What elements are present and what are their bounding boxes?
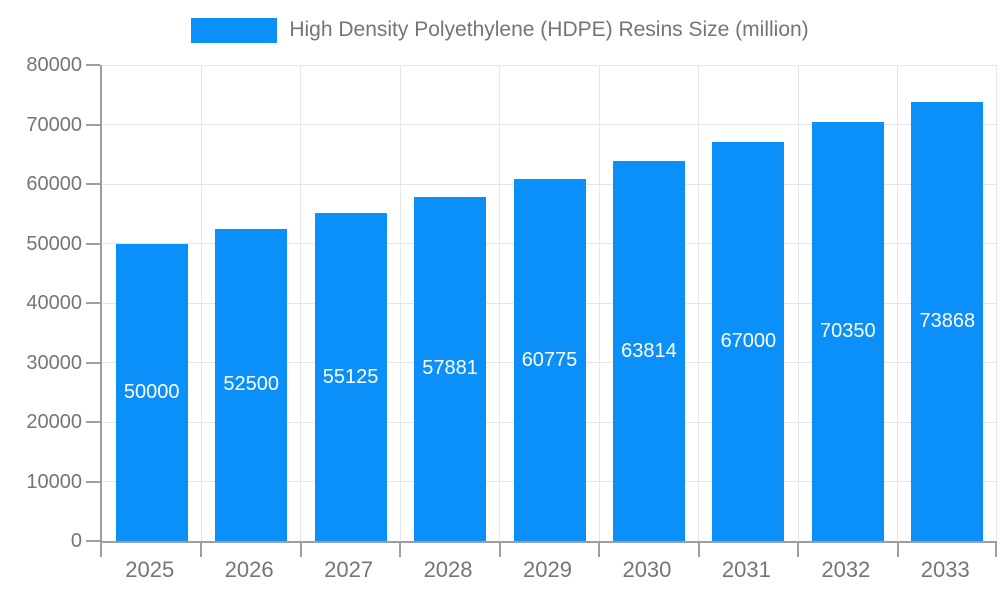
x-axis-label: 2033 [920,557,970,582]
x-axis-tick [995,543,997,557]
bar-value-label: 52500 [223,373,279,396]
bar-value-label: 55125 [322,365,379,388]
plot-area: 50000 52500 55125 57881 60775 63814 67000 70350… [86,64,997,557]
x-axis-label: 2031 [721,557,771,582]
x-axis-tick [100,543,102,557]
gridline-vertical [897,65,899,541]
bar: 73868 [911,101,984,541]
y-axis-tick [86,421,100,423]
y-axis-label: 80000 [26,54,82,76]
gridline-vertical [200,65,202,541]
legend-label: High Density Polyethylene (HDPE) Resins … [289,18,809,41]
gridline-vertical [797,65,799,541]
bar: 52500 [215,228,288,541]
y-axis-label: 70000 [26,113,82,136]
y-axis-label: 50000 [26,232,82,255]
bar-value-label: 67000 [720,330,777,353]
x-axis-tick [200,543,203,557]
bar: 50000 [115,243,188,541]
x-axis-tick [697,543,700,557]
gridline-vertical [698,65,700,541]
x-axis-label: 2032 [821,557,871,582]
bar: 63814 [612,161,685,541]
gridline-vertical [996,65,997,541]
x-axis-tick [797,543,800,557]
x-axis-tick [299,543,302,557]
y-axis-tick [86,361,100,364]
bar: 67000 [712,142,785,541]
y-axis-tick [86,183,100,185]
y-axis-label: 0 [70,530,82,552]
bar-value-label: 70350 [820,320,876,343]
x-axis-label: 2025 [125,557,175,582]
gridline-vertical [300,65,302,541]
bar-value-label: 50000 [123,380,180,403]
y-axis-tick [86,242,100,245]
x-axis-label: 2027 [324,557,374,582]
x-axis-tick [598,543,601,557]
x-axis-label: 2029 [523,557,572,582]
bar: 70350 [811,122,884,541]
gridline-vertical [499,65,501,541]
y-axis-label: 30000 [26,351,82,374]
x-axis-tick [498,543,501,557]
y-axis-label: 40000 [26,292,82,314]
y-axis-labels: 0 10000 20000 30000 40000 50000 60000 70000 8000… [0,54,82,552]
y-axis-tick [86,123,100,126]
bar: 57881 [414,196,487,541]
bar-value-label: 60775 [521,348,578,371]
x-axis-labels: 2025 2026 2027 2028 2029 2030 2031 2032 2033 [100,557,995,587]
y-axis-tick [86,540,100,542]
bar: 60775 [513,179,586,541]
x-axis-tick [399,543,402,557]
bar-value-label: 57881 [422,357,478,380]
gridline-horizontal [102,64,997,66]
x-axis-label: 2026 [224,557,274,582]
y-axis-tick [86,480,100,483]
y-axis-label: 10000 [26,470,82,493]
bar: 55125 [314,213,387,541]
y-axis-label: 20000 [26,411,82,433]
legend-swatch [191,17,278,43]
bar-value-label: 63814 [621,339,677,362]
bar-value-label: 73868 [919,309,976,332]
x-axis-label: 2028 [423,557,473,582]
gridline-horizontal [102,124,997,125]
y-axis-tick [86,64,100,66]
legend: High Density Polyethylene (HDPE) Resins … [0,16,1000,44]
gridline-vertical [598,65,600,541]
x-axis-tick [896,543,899,557]
y-axis-tick [86,302,100,304]
y-axis-label: 60000 [26,173,82,195]
gridline-vertical [399,65,401,541]
x-axis-label: 2030 [622,557,672,582]
